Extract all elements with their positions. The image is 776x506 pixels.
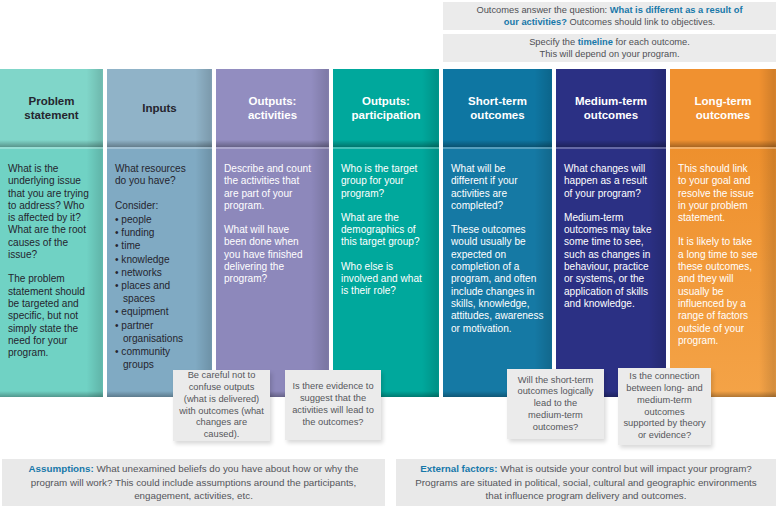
column-short-term-outcomes: Short-term outcomes What will be differen… [443, 69, 552, 397]
column-title: Long-term outcomes [674, 94, 772, 122]
column-paragraph: Who is the target group for your program… [341, 163, 429, 200]
column-header: Short-term outcomes [443, 69, 552, 147]
column-long-term-outcomes: Long-term outcomes This should link to yo… [670, 69, 776, 397]
column-body: Describe and count the activities that a… [216, 147, 329, 397]
note-text: Outcomes answer the question: What is di… [471, 4, 748, 29]
column-header: Long-term outcomes [670, 69, 776, 147]
note-text: Specify the timeline for each outcome.Th… [529, 36, 690, 61]
column-paragraph: What changes will happen as a result of … [564, 163, 656, 200]
callout-evidence: Is there evidence to suggest that the ac… [285, 370, 381, 440]
callout-text: Be careful not to confuse outputs (what … [178, 370, 265, 441]
callout-long-medium-connection: Is the connection between long- and medi… [618, 368, 711, 445]
column-paragraph: Consider: [115, 200, 198, 212]
logic-model-columns: Problem statement What is the underlying … [0, 69, 776, 397]
bullet-item: • places and spaces [115, 279, 198, 305]
column-paragraph: The problem statement should be targeted… [8, 273, 91, 359]
bullet-item: • community groups [115, 345, 198, 371]
column-paragraph: Describe and count the activities that a… [224, 163, 311, 212]
note-outcomes-question: Outcomes answer the question: What is di… [443, 2, 776, 30]
bullet-item: • funding [115, 226, 198, 239]
footer-label: External factors: [420, 463, 497, 474]
column-title: Inputs [142, 101, 177, 115]
column-title: Outputs: participation [351, 94, 420, 122]
column-paragraph: It is likely to take a long time to see … [678, 236, 758, 347]
column-paragraph: What resources do you have? [115, 163, 198, 188]
column-title: Medium-term outcomes [560, 94, 662, 122]
column-paragraph: Who else is involved and what is their r… [341, 261, 429, 298]
bullet-item: • knowledge [115, 253, 198, 266]
column-paragraph: Medium-term outcomes may take some time … [564, 212, 656, 310]
column-paragraph: What are the demographics of this target… [341, 212, 429, 249]
column-body: What is the underlying issue that you ar… [0, 147, 103, 397]
logic-model-diagram: Outcomes answer the question: What is di… [0, 0, 776, 506]
column-outputs-participation: Outputs: participation Who is the target … [333, 69, 439, 397]
assumptions-box: Assumptions: What unexamined beliefs do … [2, 459, 385, 506]
column-paragraph: What will have been done when you have f… [224, 224, 311, 285]
column-header: Medium-term outcomes [556, 69, 666, 147]
bullet-item: • networks [115, 266, 198, 279]
column-body: What changes will happen as a result of … [556, 147, 666, 397]
external-factors-box: External factors: What is outside your c… [396, 459, 776, 506]
callout-text: Will the short-term outcomes logically l… [515, 375, 596, 434]
column-inputs: Inputs What resources do you have? Conside… [107, 69, 212, 397]
bullet-item: • people [115, 213, 198, 226]
column-outputs-activities: Outputs: activities Describe and count th… [216, 69, 329, 397]
note-highlight: timeline [578, 37, 613, 47]
note-timeline: Specify the timeline for each outcome.Th… [443, 34, 776, 62]
column-header: Inputs [107, 69, 212, 147]
column-problem-statement: Problem statement What is the underlying … [0, 69, 103, 397]
column-paragraph: This should link to your goal and resolv… [678, 163, 758, 224]
column-title: Short-term outcomes [447, 94, 548, 122]
callout-text: Is the connection between long- and medi… [623, 371, 706, 442]
footer-label: Assumptions: [28, 463, 93, 474]
footer-text: External factors: What is outside your c… [414, 462, 758, 503]
callout-short-to-medium: Will the short-term outcomes logically l… [507, 369, 604, 439]
column-title: Outputs: activities [248, 94, 297, 122]
column-paragraph: These outcomes would usually be expected… [451, 224, 544, 335]
column-paragraph: What will be different if your activitie… [451, 163, 544, 212]
column-bullet-list: • people• funding• time• knowledge• netw… [115, 213, 198, 371]
column-medium-term-outcomes: Medium-term outcomes What changes will ha… [556, 69, 666, 397]
column-body: What will be different if your activitie… [443, 147, 552, 397]
column-body: This should link to your goal and resolv… [670, 147, 776, 397]
footer-text: Assumptions: What unexamined beliefs do … [20, 462, 367, 503]
column-body: What resources do you have? Consider:• pe… [107, 147, 212, 397]
column-header: Problem statement [0, 69, 103, 147]
column-paragraph: What is the underlying issue that you ar… [8, 163, 91, 261]
bullet-item: • equipment [115, 305, 198, 318]
column-body: Who is the target group for your program… [333, 147, 439, 397]
callout-outputs-vs-outcomes: Be careful not to confuse outputs (what … [173, 370, 270, 441]
callout-text: Is there evidence to suggest that the ac… [292, 381, 374, 428]
column-title: Problem statement [4, 94, 99, 122]
bullet-item: • partner organisations [115, 319, 198, 345]
column-header: Outputs: participation [333, 69, 439, 147]
column-header: Outputs: activities [216, 69, 329, 147]
bullet-item: • time [115, 239, 198, 252]
